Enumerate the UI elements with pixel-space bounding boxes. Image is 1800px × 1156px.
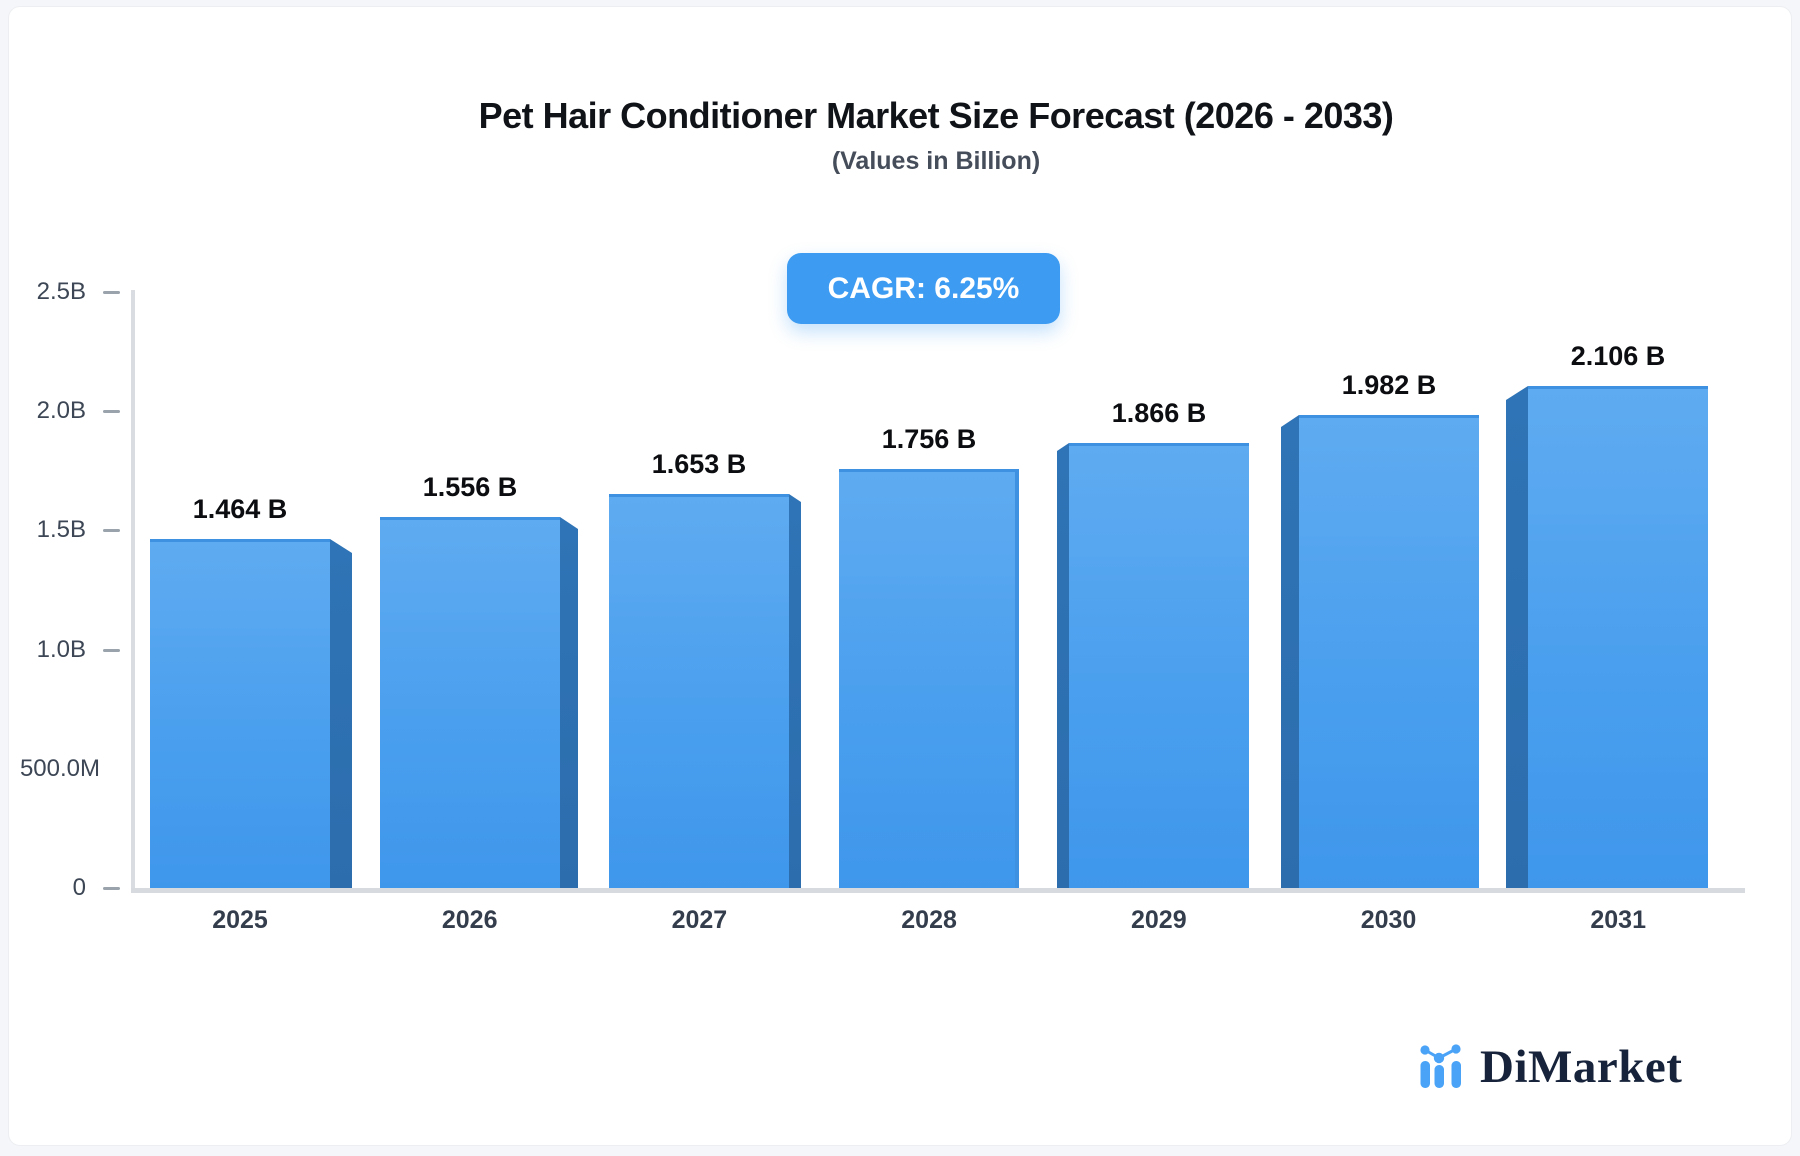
- x-axis-line: [131, 888, 1745, 893]
- x-tick-label: 2030: [1360, 906, 1417, 934]
- bar-side-2031: [1506, 386, 1528, 888]
- brand-logo[interactable]: DiMarket: [1418, 1042, 1682, 1092]
- y-tick-dash: [103, 291, 120, 294]
- bar-2031[interactable]: [1528, 386, 1708, 888]
- bar-value-label: 2.106 B: [1570, 341, 1666, 371]
- y-tick-label: 500.0M: [19, 754, 100, 782]
- y-tick-dash: [103, 529, 120, 533]
- bar-side-2030: [1281, 415, 1299, 888]
- bar-2027[interactable]: [609, 494, 789, 888]
- y-tick-dash: [103, 410, 120, 414]
- y-tick-label: 1.5B: [36, 516, 86, 544]
- x-tick-label: 2028: [901, 906, 957, 934]
- bar-value-label: 1.556 B: [422, 472, 518, 502]
- y-tick-label: 2.0B: [36, 397, 86, 425]
- bar-value-label: 1.866 B: [1111, 398, 1207, 428]
- y-tick-label: 2.5B: [36, 278, 86, 305]
- bar-2025[interactable]: [150, 539, 330, 888]
- bar-value-label: 1.756 B: [881, 424, 977, 454]
- bar-side-2027: [789, 494, 801, 888]
- y-tick-dash: [103, 887, 120, 890]
- x-tick-label: 2026: [441, 906, 498, 934]
- x-tick-label: 2025: [212, 906, 268, 934]
- bar-side-2025: [330, 539, 352, 888]
- bar-side-2026: [560, 517, 578, 888]
- y-tick-dash: [103, 648, 120, 652]
- bar-2029[interactable]: [1069, 443, 1249, 888]
- chart-title: Pet Hair Conditioner Market Size Forecas…: [478, 95, 1394, 136]
- bar-value-label: 1.464 B: [192, 494, 288, 524]
- x-tick-label: 2027: [671, 906, 728, 934]
- chart-subtitle: (Values in Billion): [831, 147, 1041, 175]
- y-tick-label: 0: [72, 874, 86, 901]
- bar-2030[interactable]: [1299, 415, 1479, 888]
- bar-value-label: 1.982 B: [1341, 370, 1437, 400]
- x-tick-label: 2029: [1130, 906, 1187, 934]
- cagr-badge: CAGR: 6.25%: [787, 253, 1060, 324]
- bar-side-2029: [1057, 443, 1069, 888]
- x-tick-label: 2031: [1590, 906, 1646, 934]
- y-tick-label: 1.0B: [36, 635, 86, 663]
- bar-2028[interactable]: [839, 469, 1019, 888]
- bar-chart-logo-icon: [1420, 1044, 1461, 1088]
- bar-2026[interactable]: [380, 517, 560, 888]
- brand-name: DiMarket: [1480, 1041, 1683, 1093]
- y-axis-line: [131, 290, 135, 891]
- bar-value-label: 1.653 B: [651, 449, 747, 479]
